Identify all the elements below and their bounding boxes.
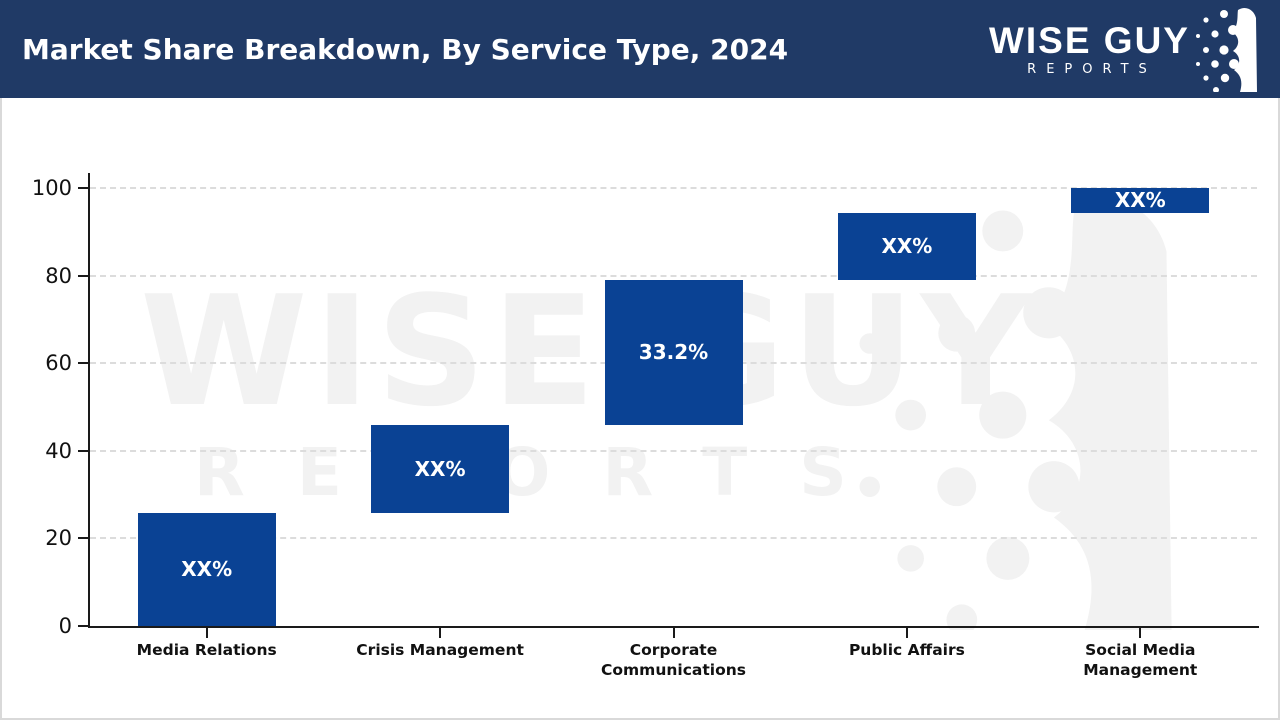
y-axis-tick: [78, 187, 88, 189]
x-axis-tick: [1139, 628, 1142, 638]
gridline: [90, 537, 1257, 540]
x-axis-tick: [205, 628, 208, 638]
bar: XX%: [137, 512, 276, 626]
bar-value-label: 33.2%: [638, 340, 709, 365]
x-category-label-line: Corporate: [629, 641, 718, 659]
gridline: [90, 449, 1257, 452]
watermark-brand-text: WISE GUY: [140, 263, 1037, 440]
x-category-label: Public Affairs: [792, 640, 1022, 660]
x-category-label-line: Crisis Management: [356, 641, 524, 659]
face-logo-icon: [1196, 7, 1257, 92]
bar: XX%: [371, 424, 510, 513]
page-title: Market Share Breakdown, By Service Type,…: [22, 32, 789, 66]
x-category-label: Corporate Communications: [559, 640, 789, 681]
y-tick-label: 20: [45, 526, 72, 551]
gridline: [90, 274, 1257, 277]
x-axis-tick: [672, 628, 675, 638]
x-category-label-line: Social Media: [1085, 641, 1196, 659]
y-axis-line: [88, 173, 90, 628]
x-axis-line: [88, 626, 1259, 628]
x-category-label: Media Relations: [92, 640, 322, 660]
y-tick-label: 80: [45, 263, 72, 288]
bar-value-label: XX%: [181, 557, 233, 582]
bar: 33.2%: [604, 279, 743, 425]
y-tick-label: 0: [58, 614, 72, 638]
x-category-label: Crisis Management: [325, 640, 555, 660]
bar-value-label: XX%: [1114, 188, 1166, 213]
y-tick-label: 100: [31, 176, 72, 200]
y-axis-tick: [78, 274, 88, 277]
logo-sub-text: REPORTS: [1027, 62, 1157, 77]
logo-brand-text: WISE GUY: [988, 20, 1190, 61]
y-axis-tick: [78, 449, 88, 452]
y-axis-tick: [78, 625, 88, 627]
plot-area: 0 20 40 60 80 100 XX% Media Relations XX% Crisis …: [32, 173, 1259, 679]
gridline: [90, 187, 1257, 189]
x-category-label-line: Management: [1083, 661, 1198, 680]
bar-value-label: XX%: [881, 234, 933, 259]
x-category-label-line: Communications: [601, 661, 746, 680]
watermark-face-icon: [859, 200, 1172, 630]
logo-text: WISE GUY REPORTS: [989, 22, 1190, 76]
bar: XX%: [1071, 188, 1210, 213]
x-category-label: Social Media Management: [1025, 640, 1255, 681]
x-category-label-line: Public Affairs: [848, 641, 965, 659]
y-axis-tick: [78, 537, 88, 540]
y-axis-tick: [78, 362, 88, 365]
y-tick-label: 40: [45, 438, 72, 463]
x-axis-tick: [905, 628, 908, 638]
x-category-label-line: Media Relations: [136, 641, 277, 659]
y-tick-label: 60: [45, 351, 72, 376]
chart-area: WISE GUY REPORTS 0 20 40 60 80 100 XX% Media Re…: [0, 98, 1280, 720]
bar-value-label: XX%: [414, 456, 466, 481]
bar: XX%: [837, 212, 976, 280]
brand-logo: WISE GUY REPORTS: [989, 6, 1258, 92]
x-axis-tick: [439, 628, 442, 638]
header-bar: Market Share Breakdown, By Service Type,…: [0, 0, 1280, 98]
